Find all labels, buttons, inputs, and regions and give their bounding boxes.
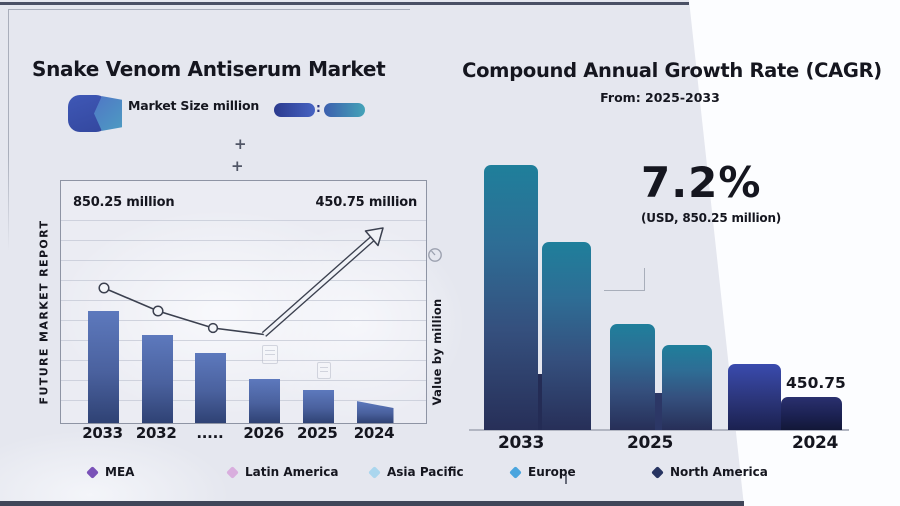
future-market-report-label: FUTURE MARKET REPORT <box>37 219 51 405</box>
cagr-value: 7.2% <box>641 158 762 207</box>
left-x-label: 2032 <box>135 424 177 442</box>
left-bar-2032 <box>141 335 173 423</box>
gridline <box>61 400 426 401</box>
market-size-chart: 850.25 million 450.75 million <box>60 180 427 424</box>
gridline <box>61 340 426 341</box>
diamond-icon <box>368 465 381 479</box>
market-size-label: Market Size million <box>128 98 260 113</box>
gridline <box>61 220 426 221</box>
diamond-icon <box>651 465 664 479</box>
inner-border-line <box>8 9 410 10</box>
gridline <box>61 320 426 321</box>
chart-value-left: 850.25 million <box>73 195 175 210</box>
trend-line-arrow <box>98 227 384 337</box>
left-x-label: 2025 <box>297 424 338 442</box>
gridline <box>61 280 426 281</box>
diamond-icon <box>226 465 239 479</box>
legend-item-europe: Europe <box>509 465 576 479</box>
right-x-label: 2025 <box>626 433 674 453</box>
gridline <box>61 240 426 241</box>
legend-item-asia-pacific: Asia Pacific <box>368 465 464 479</box>
cagr-bar-2025-2 <box>662 345 712 430</box>
legend-label: North America <box>670 465 768 479</box>
cagr-bar-2024-2 <box>781 397 842 430</box>
cagr-bar-2025-1 <box>610 324 655 430</box>
left-bar-2026 <box>249 379 281 423</box>
legend-label: Europe <box>528 465 576 479</box>
callout-bracket <box>604 268 645 291</box>
document-icon <box>262 345 278 364</box>
left-bar-2033 <box>88 311 119 423</box>
cagr-bar-2033-2 <box>542 242 591 430</box>
gridline <box>61 360 426 361</box>
page-title: Snake Venom Antiserum Market <box>32 57 386 81</box>
cagr-subtitle: From: 2025-2033 <box>600 90 720 105</box>
gradient-pill-icon <box>274 103 315 117</box>
cagr-note: (USD, 850.25 million) <box>641 211 782 225</box>
diamond-icon <box>509 465 522 479</box>
left-x-labels: 2033 2032..... 2026 2025 2024 <box>60 424 425 444</box>
plus-mark: + <box>234 135 247 153</box>
bottom-border-line <box>0 501 744 506</box>
gridline <box>61 260 426 261</box>
legend-item-mea: MEA <box>86 465 135 479</box>
left-border-line <box>8 9 9 251</box>
right-x-label: 2024 <box>791 433 839 453</box>
cagr-title: Compound Annual Growth Rate (CAGR) <box>462 59 882 82</box>
value-by-million-label: Value by million <box>430 298 444 406</box>
left-x-label: 2033 <box>82 424 123 442</box>
legend-label: Latin America <box>245 465 339 479</box>
value-callout: 450.75 <box>786 374 846 392</box>
plus-mark: + <box>231 157 244 175</box>
diamond-icon <box>86 465 99 479</box>
bar-connector <box>538 374 542 430</box>
gradient-pill-icon <box>324 103 365 117</box>
cagr-bar-2033-1 <box>484 165 538 430</box>
left-x-label: 2026 <box>243 424 284 442</box>
tick-mark <box>565 475 567 484</box>
gridline <box>61 300 426 301</box>
legend-label: MEA <box>105 465 135 479</box>
gridline <box>61 380 426 381</box>
pill-separator: : <box>316 101 321 115</box>
bar-connector <box>655 393 662 430</box>
legend-item-north-america: North America <box>651 465 768 479</box>
cagr-bar-2024-1 <box>728 364 781 430</box>
top-border-line <box>0 2 689 5</box>
chart-value-right: 450.75 million <box>315 195 418 210</box>
legend-label: Asia Pacific <box>387 465 464 479</box>
left-x-label: 2024 <box>353 424 395 442</box>
document-icon <box>317 362 331 379</box>
left-bar-2025 <box>302 390 334 423</box>
clock-icon <box>428 248 442 262</box>
left-bar-2024 <box>356 401 394 423</box>
left-x-label: ..... <box>196 424 224 442</box>
left-bar-..... <box>195 353 227 423</box>
legend-item-latin-america: Latin America <box>226 465 339 479</box>
right-x-label: 2033 <box>497 433 545 453</box>
cylinder-icon <box>68 95 122 132</box>
